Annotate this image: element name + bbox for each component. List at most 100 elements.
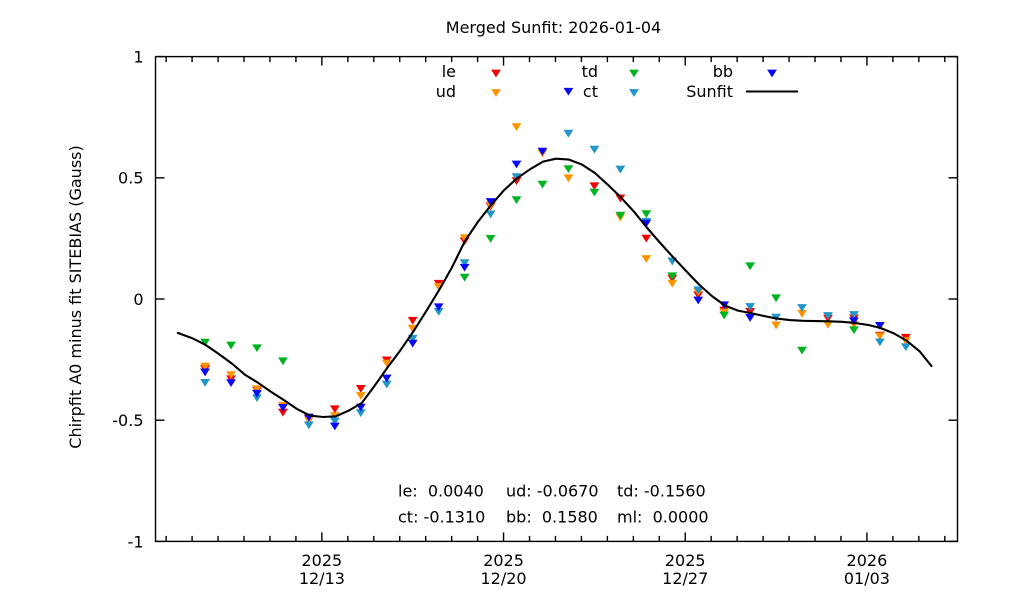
legend-label-td: td [582,62,598,81]
point-td [589,188,600,197]
point-bb [693,296,704,305]
x-tick-label-year: 2025 [302,551,343,570]
point-td [511,196,522,205]
point-ud [226,371,236,380]
point-ct [823,312,833,320]
stat-ud: ud: -0.0670 [506,482,599,501]
point-ct [615,165,626,174]
point-bb [252,389,262,398]
x-tick-label-year: 2025 [665,551,706,570]
x-tick-label-date: 01/03 [844,569,890,588]
point-ud [667,279,678,288]
point-ud [563,174,574,183]
legend-marker-le [491,69,501,78]
legend-label-bb: bb [713,62,733,81]
point-ud [200,362,210,371]
x-tick-label-year: 2026 [847,551,888,570]
point-td [849,326,859,335]
legend-label-le: le [442,62,456,81]
point-bb [278,403,288,412]
point-ct [485,210,496,219]
point-td [745,262,756,271]
point-le [641,234,652,243]
point-td [485,235,496,243]
point-td [615,211,626,220]
point-ud [381,359,392,368]
point-bb [511,160,522,169]
point-ct [303,421,314,430]
point-ct [797,304,807,312]
stat-le: le: 0.0040 [398,482,484,501]
point-ud [797,309,807,318]
legend-label-ud: ud [436,82,456,101]
point-ct [381,380,392,389]
point-le [278,408,288,417]
point-bb [641,219,652,228]
point-ud [771,321,781,330]
plot-area: -1-0.500.51202512/13202512/20202512/2720… [112,48,959,588]
point-bb [200,368,210,377]
point-ct [459,259,470,268]
legend-label-sunfit: Sunfit [686,82,733,101]
y-tick-label: 0.5 [118,169,143,188]
point-ct [329,417,340,426]
point-td [252,344,262,353]
point-le [511,177,522,186]
point-bb [874,322,885,330]
point-td [667,272,678,281]
point-ct [849,311,859,319]
legend-marker-bb [767,69,777,78]
x-tick-label-year: 2025 [483,551,524,570]
point-ct [433,307,444,316]
point-bb [745,314,756,322]
point-ud [511,123,522,132]
x-tick-label-date: 12/13 [299,569,345,588]
y-tick-label: 0 [133,290,143,309]
point-ct [874,338,885,347]
point-le [355,385,366,393]
legend-label-ct: ct [583,82,598,101]
legend-marker-td [629,69,639,78]
point-ud [355,392,366,400]
point-ct [563,129,574,138]
legend-marker-ct [629,89,639,97]
point-ct [200,378,210,387]
point-le [589,182,600,191]
legend-marker-ud [491,89,501,97]
point-ct [355,409,366,418]
point-bb [226,379,236,388]
point-ud [252,385,262,394]
point-ud [874,332,885,341]
y-tick-label: 1 [133,48,143,67]
point-td [719,311,730,320]
stat-ml: ml: 0.0000 [617,507,709,526]
point-le [407,316,418,325]
point-ct [589,145,600,154]
stat-bb: bb: 0.1580 [506,507,598,526]
point-td [278,357,288,366]
point-ud [823,320,833,329]
point-td [537,180,548,189]
point-ct [745,303,756,311]
chart-title: Merged Sunfit: 2026-01-04 [446,18,661,37]
y-axis-label: Chirpfit A0 minus fit SITEBIAS (Gauss) [66,145,85,448]
point-bb [433,303,444,312]
point-td [797,346,807,355]
point-le [615,194,626,203]
point-bb [381,374,392,383]
point-bb [459,263,470,272]
point-td [226,341,236,350]
fit-stats: le: 0.0040 ud: -0.0670 td: -0.1560 ct: -… [398,482,709,527]
plot-border [154,55,959,543]
point-le [745,307,756,316]
point-bb [563,87,574,96]
point-ct [511,173,522,181]
stat-td: td: -0.1560 [617,482,706,501]
point-td [563,165,574,173]
x-tick-label-date: 12/27 [662,569,708,588]
sunfit-curve [176,157,933,419]
point-ct [900,343,911,352]
stat-ct: ct: -0.1310 [398,507,485,526]
point-bb [329,422,340,431]
